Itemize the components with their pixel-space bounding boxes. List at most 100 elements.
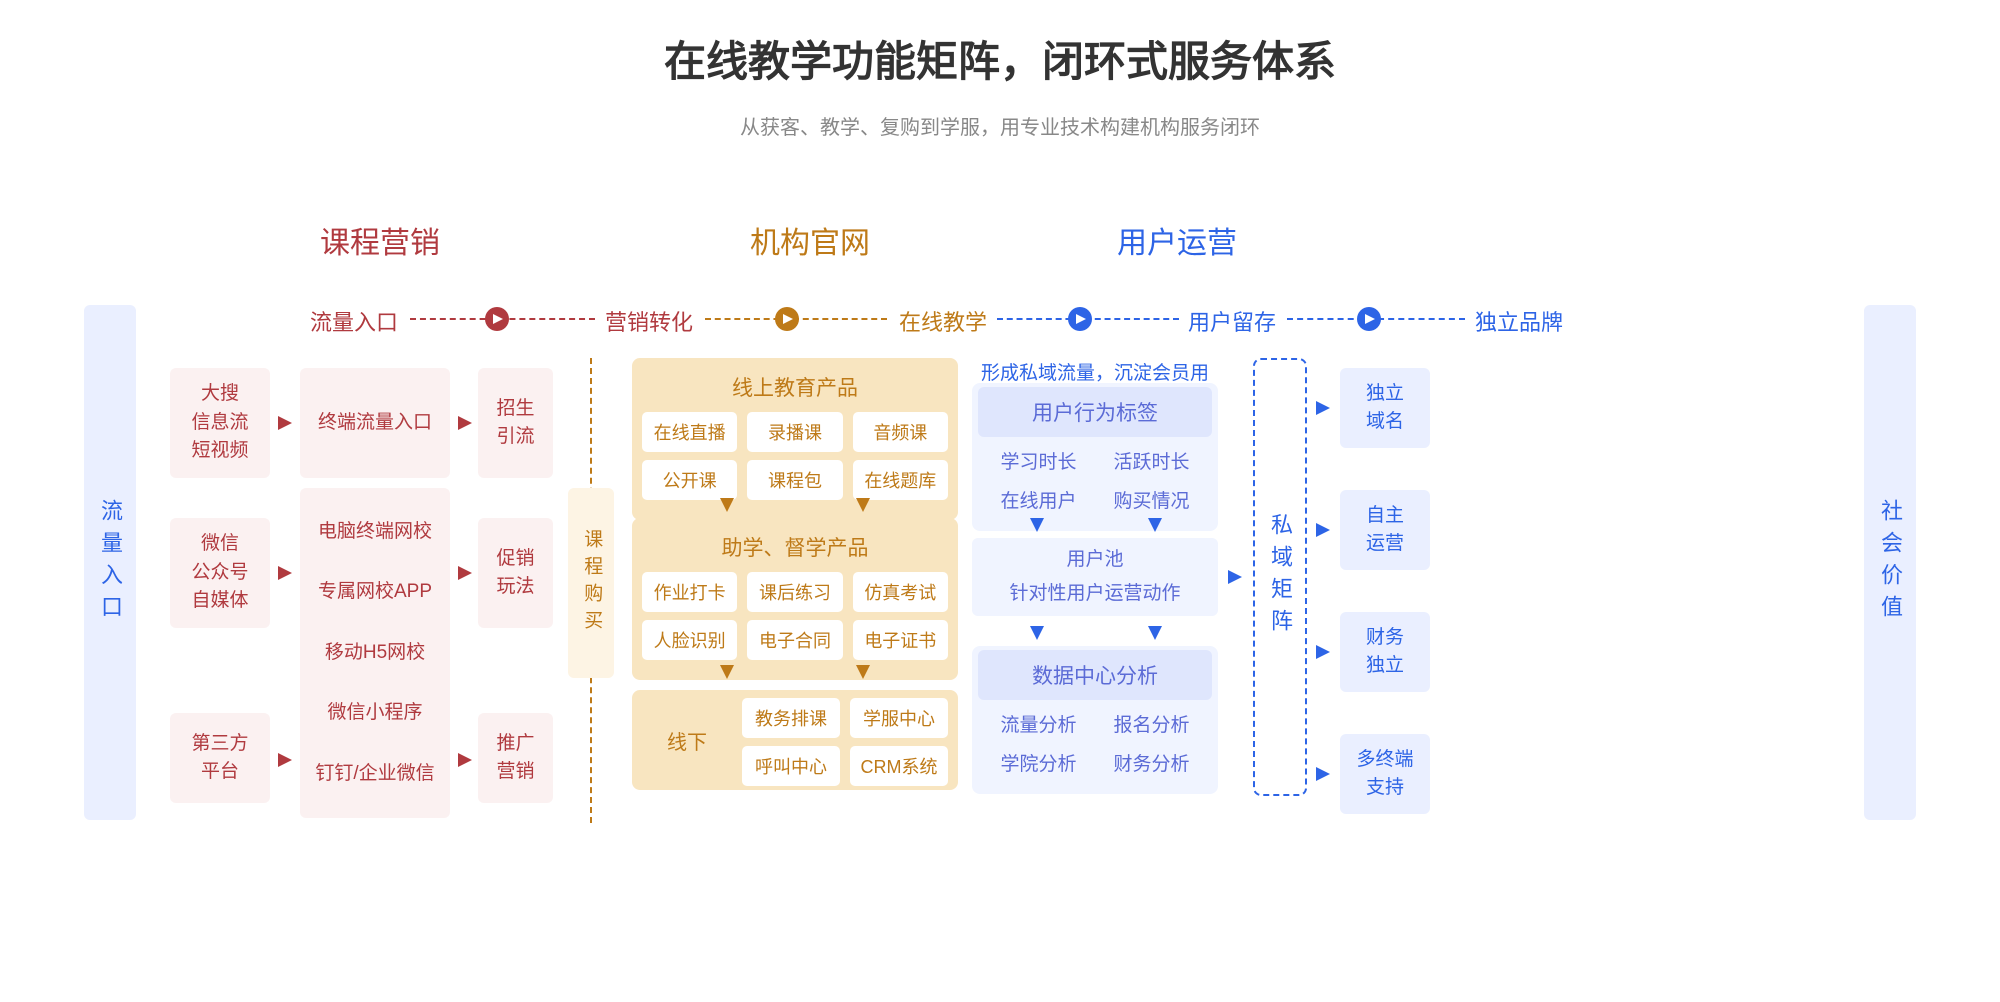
block-offline: 线下 教务排课学服中心 呼叫中心CRM系统	[632, 690, 958, 790]
right-bar-value: 社会价值	[1864, 305, 1916, 820]
pill-item: 课后练习	[747, 572, 842, 612]
channel-item: 移动H5网校	[325, 639, 425, 668]
pill-item: 课程包	[747, 460, 842, 500]
pill-item: 公开课	[642, 460, 737, 500]
pill-item: 在线题库	[853, 460, 948, 500]
play-arrow-icon	[775, 307, 799, 331]
arrow-right-icon	[278, 416, 292, 430]
pill-item: 电子合同	[747, 620, 842, 660]
source-card-wechat: 微信公众号自媒体	[170, 518, 270, 628]
metric-item: 财务分析	[1113, 749, 1189, 776]
arrow-right-icon	[1228, 570, 1242, 584]
pill-item: 人脸识别	[642, 620, 737, 660]
pill-item: CRM系统	[850, 746, 948, 786]
arrow-down-icon	[1030, 626, 1044, 640]
arrow-down-icon	[1148, 626, 1162, 640]
metric-item: 报名分析	[1113, 710, 1189, 737]
brand-card-selfop: 自主运营	[1340, 490, 1430, 570]
pill-item: 作业打卡	[642, 572, 737, 612]
pill-row: 在线直播录播课音频课	[642, 412, 948, 452]
subheading-row: 流量入口 营销转化 在线教学 用户留存 独立品牌	[155, 305, 1840, 335]
pill-row: 人脸识别电子合同电子证书	[642, 620, 948, 660]
pair-row: 学习时长 活跃时长	[982, 441, 1208, 480]
user-pool-line: 针对性用户运营动作	[1009, 580, 1180, 609]
card-terminal-entry: 终端流量入口	[300, 368, 450, 478]
pill-item: 呼叫中心	[742, 746, 840, 786]
subheading-teach: 在线教学	[899, 305, 987, 337]
block-online-products: 线上教育产品 在线直播录播课音频课 公开课课程包在线题库	[632, 358, 958, 520]
arrow-down-icon	[1030, 518, 1044, 532]
right-bar-label: 社会价值	[1874, 499, 1906, 627]
block-offline-title: 线下	[642, 698, 732, 782]
page-title: 在线教学功能矩阵，闭环式服务体系	[0, 28, 2000, 89]
subheading-convert: 营销转化	[605, 305, 693, 337]
left-bar-traffic: 流量入口	[84, 305, 136, 820]
block-user-pool: 用户池针对性用户运营动作	[972, 538, 1218, 616]
section-heading-marketing: 课程营销	[320, 218, 440, 262]
channel-item: 电脑终端网校	[318, 518, 432, 547]
pair-row: 学院分析 财务分析	[982, 743, 1208, 782]
arrow-right-icon	[278, 753, 292, 767]
block-data-center: 数据中心分析 流量分析 报名分析 学院分析 财务分析	[972, 646, 1218, 794]
metric-item: 购买情况	[1113, 486, 1189, 513]
pill-item: 在线直播	[642, 412, 737, 452]
card-promotion: 促销玩法	[478, 518, 553, 628]
arrow-right-icon	[1316, 645, 1330, 659]
arrow-down-icon	[720, 665, 734, 679]
arrow-down-icon	[720, 498, 734, 512]
box-private-domain-label: 私域矩阵	[1264, 513, 1296, 641]
left-bar-label: 流量入口	[94, 499, 126, 627]
play-arrow-icon	[1068, 307, 1092, 331]
pair-row: 流量分析 报名分析	[982, 704, 1208, 743]
card-course-buy-label: 课程购买	[577, 529, 606, 637]
box-private-domain: 私域矩阵	[1253, 358, 1307, 796]
pill-row: 作业打卡课后练习仿真考试	[642, 572, 948, 612]
pill-item: 录播课	[747, 412, 842, 452]
metric-item: 学院分析	[1000, 749, 1076, 776]
pill-row: 教务排课学服中心	[742, 698, 948, 738]
metric-item: 流量分析	[1000, 710, 1076, 737]
metric-item: 活跃时长	[1113, 447, 1189, 474]
pair-row: 在线用户 购买情况	[982, 480, 1208, 519]
metric-item: 在线用户	[1000, 486, 1076, 513]
arrow-down-icon	[856, 665, 870, 679]
play-arrow-icon	[485, 307, 509, 331]
channel-item: 钉钉/企业微信	[315, 760, 434, 789]
section-heading-website: 机构官网	[750, 218, 870, 262]
arrow-right-icon	[1316, 523, 1330, 537]
pill-item: 教务排课	[742, 698, 840, 738]
play-arrow-icon	[1357, 307, 1381, 331]
block-user-behavior: 用户行为标签 学习时长 活跃时长 在线用户 购买情况	[972, 383, 1218, 531]
pill-row: 呼叫中心CRM系统	[742, 746, 948, 786]
subheading-brand: 独立品牌	[1475, 305, 1563, 337]
card-recruit: 招生引流	[478, 368, 553, 478]
section-heading-ops: 用户运营	[1117, 218, 1237, 262]
pill-row: 公开课课程包在线题库	[642, 460, 948, 500]
arrow-right-icon	[458, 416, 472, 430]
arrow-right-icon	[458, 753, 472, 767]
channel-item: 微信小程序	[327, 699, 422, 728]
arrow-down-icon	[856, 498, 870, 512]
block-user-behavior-title: 用户行为标签	[978, 387, 1212, 437]
pill-item: 电子证书	[853, 620, 948, 660]
arrow-right-icon	[1316, 401, 1330, 415]
arrow-right-icon	[1316, 767, 1330, 781]
card-marketing: 推广营销	[478, 713, 553, 803]
arrow-down-icon	[1148, 518, 1162, 532]
subheading-traffic: 流量入口	[310, 305, 398, 337]
subheading-retain: 用户留存	[1188, 305, 1276, 337]
page-subtitle: 从获客、教学、复购到学服，用专业技术构建机构服务闭环	[0, 111, 2000, 140]
metric-item: 学习时长	[1000, 447, 1076, 474]
card-school-channels: 电脑终端网校专属网校APP移动H5网校微信小程序钉钉/企业微信	[300, 488, 450, 818]
brand-card-multi: 多终端支持	[1340, 734, 1430, 814]
pill-item: 仿真考试	[853, 572, 948, 612]
brand-card-domain: 独立域名	[1340, 368, 1430, 448]
block-assist-products: 助学、督学产品 作业打卡课后练习仿真考试 人脸识别电子合同电子证书	[632, 518, 958, 680]
block-assist-title: 助学、督学产品	[642, 526, 948, 572]
user-pool-line: 用户池	[1066, 546, 1123, 575]
source-card-3rd: 第三方平台	[170, 713, 270, 803]
pill-item: 学服中心	[850, 698, 948, 738]
card-course-buy: 课程购买	[568, 488, 614, 678]
block-data-center-title: 数据中心分析	[978, 650, 1212, 700]
source-card-search: 大搜信息流短视频	[170, 368, 270, 478]
